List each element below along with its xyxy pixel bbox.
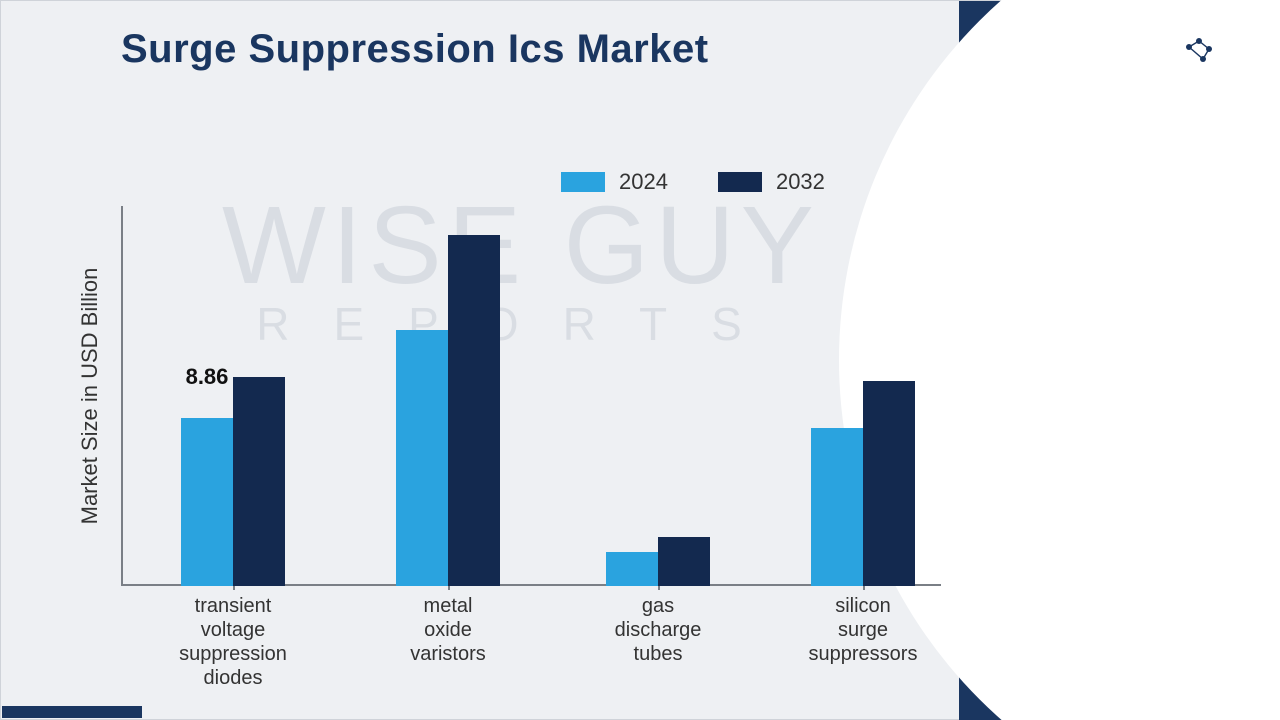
footer-accent-bar [2,706,142,718]
legend-item-2024: 2024 [561,169,668,195]
bar-group [606,537,710,586]
x-category-label: siliconsurgesuppressors [783,586,943,666]
x-category-label: metaloxidevaristors [368,586,528,666]
bar-2024 [606,552,658,586]
yaxis-label: Market Size in USD Billion [77,139,103,396]
legend-label-2024: 2024 [619,169,668,195]
legend-swatch-2024 [561,172,605,192]
bar-2024 [396,330,448,587]
chart-plot-area: transientvoltagesuppressiondiodesmetalox… [121,206,941,586]
x-category-label: gasdischargetubes [578,586,738,666]
y-axis-line [121,206,123,586]
legend: 2024 2032 [561,169,825,195]
bar-2032 [448,235,500,587]
brand-logo: WISE GUY REPORTS [1033,31,1219,84]
bar-2032 [233,377,285,586]
chart-title: Surge Suppression Ics Market [121,27,709,72]
x-category-label: transientvoltagesuppressiondiodes [153,586,313,690]
bar-group [811,381,915,586]
bar-2024 [181,418,233,586]
head-silhouette-icon [1169,25,1229,91]
bar-group [181,377,285,586]
bar-2024 [811,428,863,586]
page: WISE GUY REPORTS Surge Suppression Ics M… [0,0,1280,720]
bar-2032 [658,537,710,586]
bar-group [396,235,500,587]
bar-2032 [863,381,915,586]
bar-value-label: 8.86 [186,364,229,390]
legend-item-2032: 2032 [718,169,825,195]
legend-swatch-2032 [718,172,762,192]
legend-label-2032: 2032 [776,169,825,195]
